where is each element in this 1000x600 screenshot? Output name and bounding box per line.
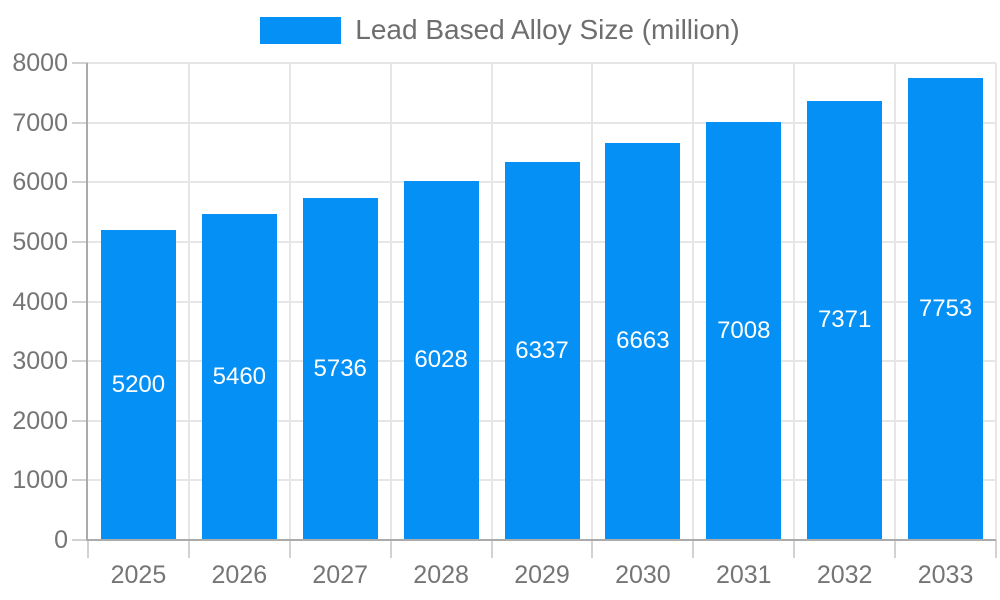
gridline-vertical (591, 63, 594, 540)
y-axis-tick (72, 539, 88, 541)
x-axis-tick (591, 540, 594, 558)
bar-value-label: 5200 (111, 370, 166, 398)
x-axis-label: 2030 (615, 561, 671, 589)
x-axis-tick (692, 540, 695, 558)
y-axis-label: 4000 (12, 287, 68, 316)
bar-value-label: 6663 (616, 327, 670, 355)
y-axis-label: 3000 (12, 347, 68, 376)
bar-value-label: 6337 (515, 337, 569, 365)
y-axis-label: 5000 (12, 227, 68, 256)
x-axis-label: 2027 (312, 561, 369, 589)
y-axis-line (86, 63, 88, 540)
gridline-vertical (692, 63, 695, 540)
bar[interactable]: 7008 (706, 122, 782, 540)
x-axis-label: 2028 (413, 561, 469, 589)
bar-value-label: 7371 (817, 306, 872, 334)
y-axis-tick (72, 240, 88, 243)
x-axis-tick (793, 540, 796, 558)
gridline-vertical (389, 63, 392, 540)
bar[interactable]: 6663 (605, 142, 681, 540)
legend-swatch (260, 16, 342, 44)
bar-value-label: 5736 (313, 354, 367, 382)
gridline-horizontal (88, 62, 996, 64)
x-axis-line (86, 539, 996, 541)
bar[interactable]: 5736 (302, 197, 378, 540)
x-axis-label: 2033 (917, 561, 974, 589)
y-axis-label: 0 (54, 526, 68, 554)
y-axis-tick (72, 479, 88, 482)
x-axis-tick (288, 540, 291, 558)
x-axis-tick (490, 540, 493, 558)
x-axis-tick (995, 540, 997, 558)
y-axis-label: 1000 (12, 466, 68, 495)
x-axis-label: 2031 (715, 561, 772, 589)
y-axis-tick (72, 121, 88, 124)
x-axis-label: 2025 (110, 561, 167, 589)
bar[interactable]: 5200 (100, 229, 176, 540)
legend[interactable]: Lead Based Alloy Size (million) (0, 15, 1000, 45)
bar[interactable]: 7753 (908, 77, 984, 540)
legend-label: Lead Based Alloy Size (million) (355, 14, 740, 45)
x-axis-tick (389, 540, 392, 558)
x-axis-label: 2029 (514, 561, 570, 589)
y-axis-tick (72, 419, 88, 422)
bar[interactable]: 6337 (504, 162, 580, 540)
bar-value-label: 6028 (414, 346, 468, 374)
gridline-vertical (490, 63, 493, 540)
x-axis-tick (187, 540, 190, 558)
y-axis-tick (72, 300, 88, 303)
y-axis-tick (72, 360, 88, 363)
y-axis-tick (72, 62, 88, 64)
x-axis-label: 2026 (211, 561, 268, 589)
gridline-vertical (187, 63, 190, 540)
x-axis-label: 2032 (816, 561, 873, 589)
bar-value-label: 7008 (717, 317, 771, 345)
gridline-vertical (793, 63, 796, 540)
gridline-vertical (288, 63, 291, 540)
y-axis-label: 2000 (12, 406, 68, 435)
y-axis-label: 8000 (12, 49, 68, 77)
bar-value-label: 7753 (918, 294, 973, 322)
bar[interactable]: 7371 (807, 100, 883, 540)
bar-value-label: 5460 (212, 363, 267, 391)
gridline-vertical (894, 63, 897, 540)
x-axis-tick (87, 540, 89, 558)
gridline-horizontal (88, 121, 996, 124)
y-axis-tick (72, 181, 88, 184)
gridline-vertical (995, 63, 997, 540)
y-axis-label: 7000 (12, 108, 68, 137)
x-axis-tick (894, 540, 897, 558)
y-axis-label: 6000 (12, 168, 68, 197)
bar[interactable]: 5460 (201, 214, 277, 540)
bar[interactable]: 6028 (403, 180, 479, 540)
